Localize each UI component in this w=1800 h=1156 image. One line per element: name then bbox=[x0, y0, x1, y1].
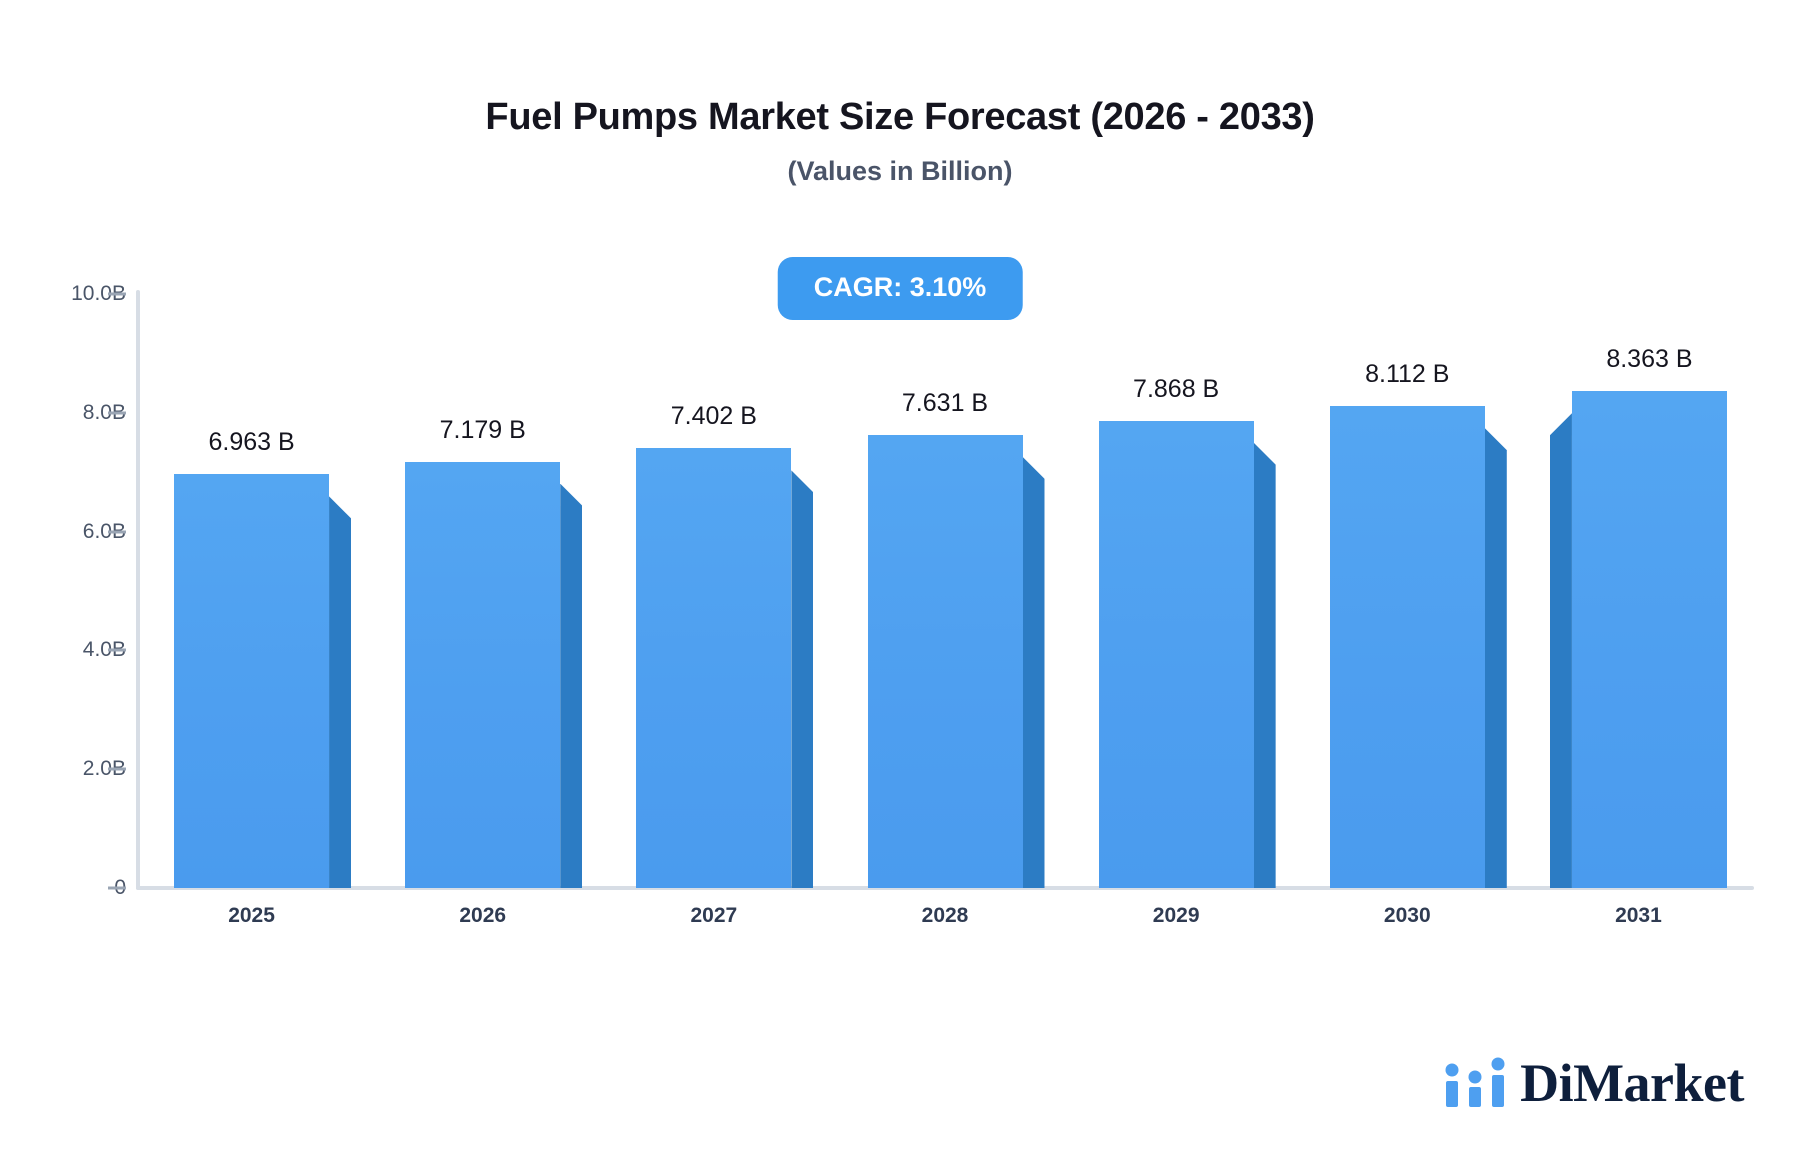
bar-value-label: 6.963 B bbox=[208, 428, 295, 457]
y-axis-tick-label: 10.0B bbox=[71, 282, 126, 305]
bar-2025[interactable] bbox=[136, 0, 1754, 1156]
y-axis-tick-label: 2.0B bbox=[82, 757, 126, 781]
bar-front-face[interactable] bbox=[1329, 406, 1485, 888]
bar-front-face[interactable] bbox=[636, 448, 792, 888]
x-axis-label-2027: 2027 bbox=[690, 904, 738, 927]
bars-layer: 6.963 B 7.179 B 7.402 B 7.631 B 7.868 B 8.112… bbox=[136, 0, 1754, 1156]
bar-front-face[interactable] bbox=[1571, 391, 1727, 888]
bar-value-label: 8.112 B bbox=[1365, 360, 1450, 389]
x-axis-label-2028: 2028 bbox=[921, 904, 969, 927]
y-axis-tick-mark bbox=[108, 648, 126, 652]
x-axis-label-2030: 2030 bbox=[1383, 904, 1431, 927]
bar-2031[interactable] bbox=[136, 0, 1754, 1156]
bar-value-label: 7.179 B bbox=[439, 415, 526, 444]
bar-front-face[interactable] bbox=[174, 474, 330, 888]
bar-value-label: 8.363 B bbox=[1606, 345, 1693, 374]
y-axis-tick-mark bbox=[108, 767, 126, 771]
y-axis-tick-mark bbox=[108, 292, 126, 296]
x-axis-line bbox=[136, 886, 1754, 890]
page-title: Fuel Pumps Market Size Forecast (2026 - … bbox=[485, 96, 1315, 138]
bar-value-label: 7.631 B bbox=[901, 388, 989, 417]
y-axis-tick-label: 8.0B bbox=[82, 400, 126, 424]
bar-side-face bbox=[791, 470, 814, 888]
bar-side-face bbox=[329, 496, 352, 888]
bar-side-face bbox=[1549, 413, 1572, 888]
x-axis-label-2029: 2029 bbox=[1152, 904, 1200, 927]
x-axis-label-2026: 2026 bbox=[459, 904, 507, 927]
bar-2027[interactable] bbox=[136, 0, 1754, 1156]
bar-front-face[interactable] bbox=[867, 434, 1023, 888]
bar-2026[interactable] bbox=[136, 0, 1754, 1156]
bar-side-face bbox=[1022, 456, 1045, 888]
bar-front-face[interactable] bbox=[1098, 420, 1254, 888]
bar-value-label: 7.868 B bbox=[1133, 374, 1220, 403]
x-axis-label-2025: 2025 bbox=[228, 904, 275, 927]
bar-chart-icon bbox=[1445, 1057, 1505, 1107]
chart-subtitle: (Values in Billion) bbox=[787, 155, 1013, 186]
y-axis-tick-mark bbox=[108, 411, 126, 415]
y-axis-tick-label: 4.0B bbox=[82, 638, 126, 662]
bar-side-face bbox=[1484, 428, 1507, 888]
bar-2029[interactable] bbox=[136, 0, 1754, 1156]
y-axis-tick-label: 6.0B bbox=[82, 519, 126, 543]
title-block: Fuel Pumps Market Size Forecast (2026 - … bbox=[0, 96, 1800, 187]
brand-logo: DiMarket bbox=[1444, 1056, 1744, 1110]
bar-side-face bbox=[1253, 442, 1276, 888]
y-axis-tick-mark bbox=[108, 530, 126, 534]
y-axis-line bbox=[136, 290, 140, 890]
bar-2030[interactable] bbox=[136, 0, 1754, 1156]
bar-2028[interactable] bbox=[136, 0, 1754, 1156]
brand-name: DiMarket bbox=[1520, 1053, 1744, 1113]
bar-value-label: 7.402 B bbox=[670, 402, 757, 431]
bar-side-face bbox=[560, 483, 583, 888]
bar-front-face[interactable] bbox=[405, 461, 561, 888]
x-axis-label-2031: 2031 bbox=[1615, 904, 1662, 927]
cagr-badge: CAGR: 3.10% bbox=[777, 257, 1023, 320]
y-axis-tick-mark bbox=[108, 886, 126, 890]
